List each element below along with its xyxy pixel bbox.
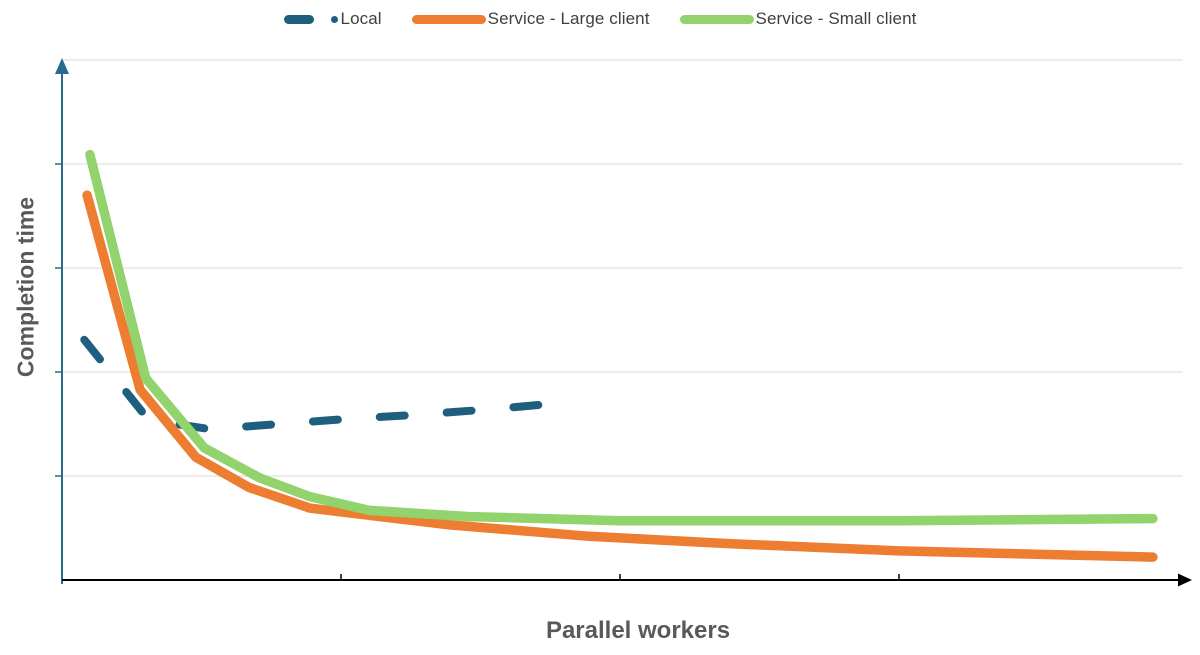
legend: Local Service - Large client Service - S… — [0, 6, 1200, 32]
legend-item-local: Local — [283, 9, 382, 29]
legend-label-service-large-client: Service - Large client — [487, 9, 650, 28]
local-dash-swatch-icon — [283, 14, 314, 24]
legend-item-service-small-client: Service - Small client — [679, 9, 917, 29]
service-large-client-swatch-icon — [411, 14, 486, 24]
legend-item-service-large-client: Service - Large client — [411, 9, 650, 29]
legend-label-service-small-client: Service - Small client — [755, 9, 917, 28]
legend-label-local: Local — [340, 9, 382, 28]
y-axis-title: Completion time — [12, 196, 39, 378]
local-dot-marker-icon — [330, 15, 338, 23]
service-small-client-swatch-icon — [679, 14, 754, 24]
x-axis-title: Parallel workers — [545, 617, 731, 644]
